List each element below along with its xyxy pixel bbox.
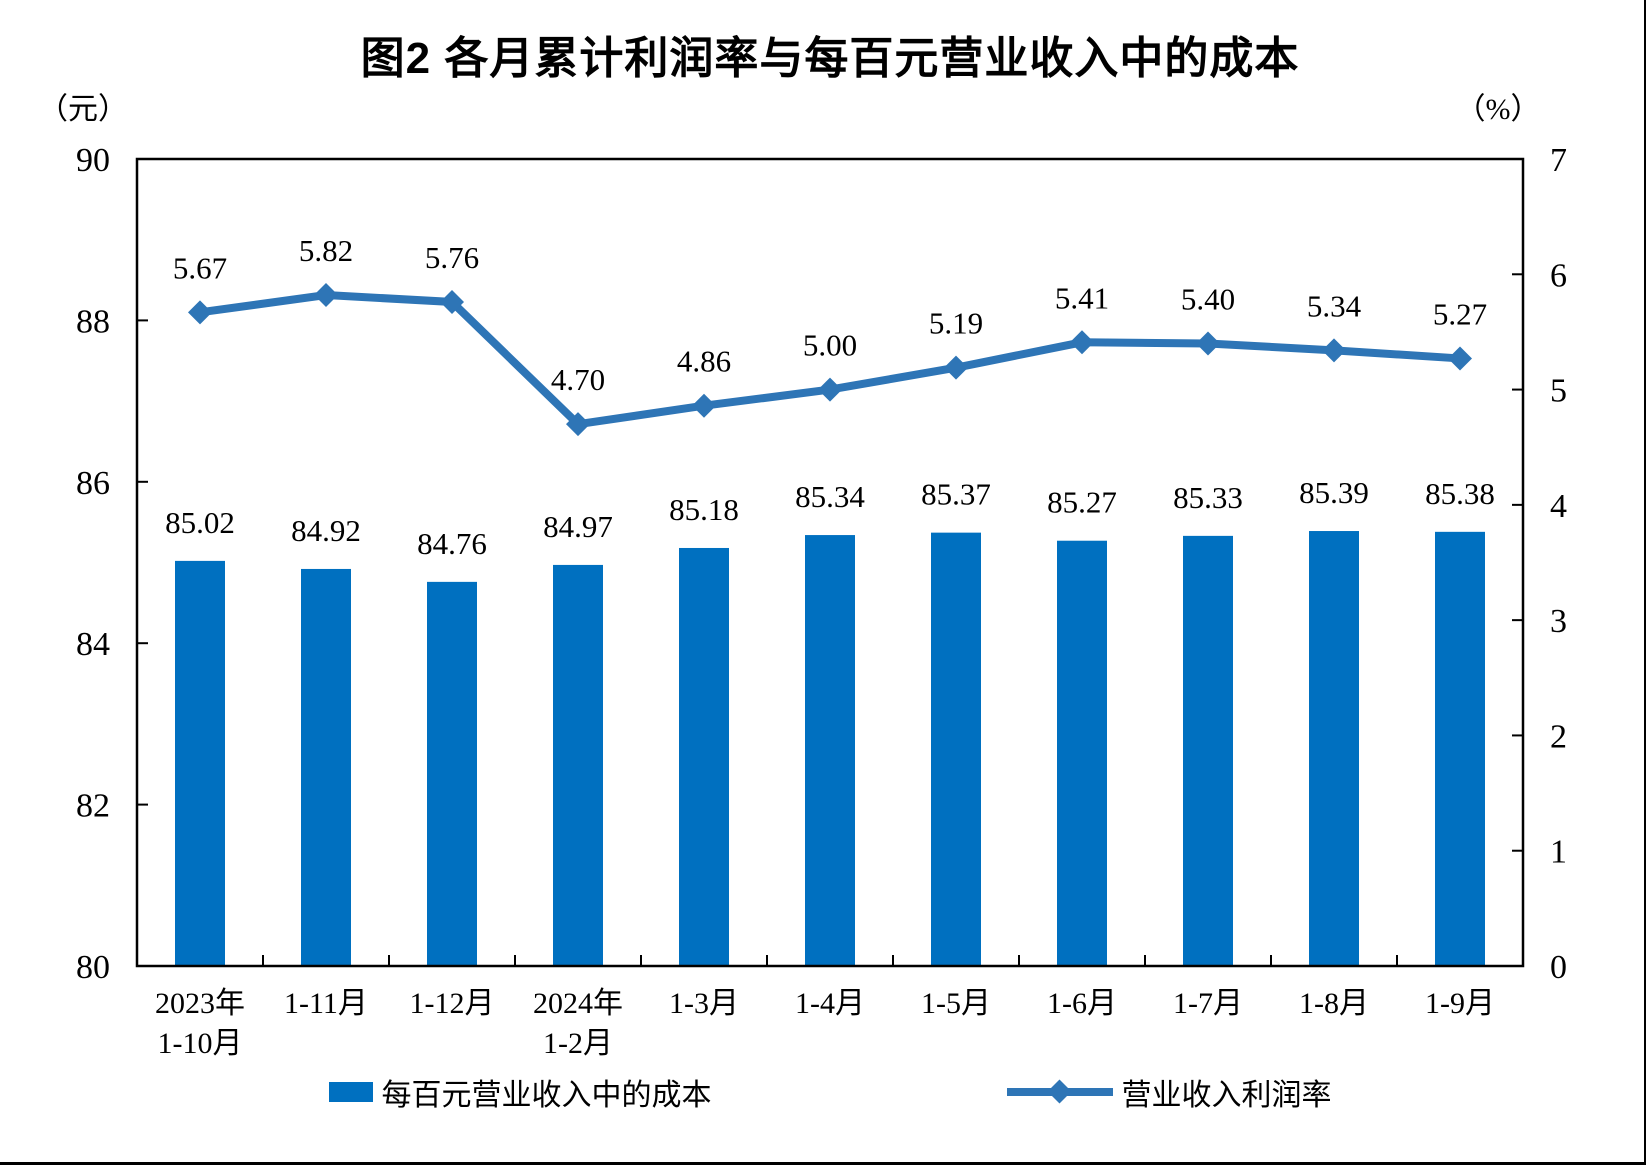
right-axis-tick-label: 4 — [1550, 488, 1567, 525]
diamond-marker — [188, 300, 212, 325]
line-value-label: 5.34 — [1307, 288, 1362, 323]
bar — [931, 532, 981, 966]
right-axis-tick-label: 2 — [1550, 718, 1567, 755]
bar-value-label: 85.34 — [795, 479, 865, 514]
diamond-marker — [692, 393, 716, 418]
bar-value-label: 85.02 — [165, 505, 235, 540]
line-value-label: 5.19 — [929, 306, 983, 341]
legend-label-cost: 每百元营业收入中的成本 — [381, 1079, 712, 1112]
left-axis-tick-label: 82 — [76, 788, 110, 825]
line-value-label: 5.00 — [803, 328, 857, 363]
diamond-marker — [944, 355, 968, 380]
line-value-label: 4.86 — [677, 344, 731, 379]
x-axis-label: 1-7月 — [1173, 987, 1243, 1020]
bar-value-label: 84.97 — [543, 509, 613, 544]
x-axis-label: 1-10月 — [158, 1027, 243, 1060]
diamond-marker — [566, 412, 590, 437]
line-value-label: 5.76 — [425, 240, 479, 275]
x-axis-label: 1-8月 — [1299, 987, 1369, 1020]
x-axis-label: 1-11月 — [284, 987, 368, 1020]
bar-swatch-icon — [328, 1082, 373, 1102]
right-axis-tick-label: 1 — [1550, 834, 1567, 871]
bar-value-label: 85.27 — [1047, 485, 1117, 520]
line-marker-icon — [1006, 1079, 1113, 1104]
x-axis-label: 1-2月 — [543, 1027, 613, 1060]
legend-item-cost-bar: 每百元营业收入中的成本 — [328, 1070, 712, 1114]
right-axis-tick-label: 5 — [1550, 373, 1567, 410]
bar-value-label: 84.92 — [291, 513, 361, 548]
line-value-label: 5.40 — [1181, 281, 1235, 316]
left-axis-tick-label: 86 — [76, 465, 110, 502]
diamond-marker — [1322, 338, 1346, 363]
x-axis-label: 1-5月 — [921, 987, 991, 1020]
left-axis-tick-label: 84 — [76, 626, 110, 663]
x-axis-label: 1-6月 — [1047, 987, 1117, 1020]
right-axis-unit-label: （%） — [1455, 93, 1541, 126]
bar-value-label: 85.39 — [1299, 475, 1369, 510]
right-axis-tick-label: 7 — [1550, 142, 1567, 179]
bar — [1183, 535, 1233, 966]
right-axis-tick-label: 3 — [1550, 603, 1567, 640]
bar — [679, 547, 729, 966]
bar — [805, 535, 855, 966]
bar — [301, 568, 351, 966]
x-axis-label: 2023年 — [155, 987, 245, 1020]
legend-label-profit: 营业收入利润率 — [1121, 1079, 1332, 1112]
plot-border — [135, 157, 1525, 968]
bar — [175, 560, 225, 966]
bar — [1435, 531, 1485, 966]
left-axis-tick-label: 90 — [76, 142, 110, 179]
left-axis-unit-label: （元） — [38, 93, 128, 126]
bar-value-label: 85.37 — [921, 477, 991, 512]
line-value-label: 4.70 — [551, 362, 605, 397]
bar — [1309, 531, 1359, 966]
bar-value-label: 85.18 — [669, 492, 739, 527]
bar — [427, 581, 477, 966]
diamond-marker — [1448, 346, 1472, 371]
line-value-label: 5.27 — [1433, 296, 1487, 331]
diamond-marker — [314, 283, 338, 308]
line-value-label: 5.41 — [1055, 280, 1109, 315]
left-axis-tick-label: 80 — [76, 949, 110, 986]
left-axis-tick-label: 88 — [76, 303, 110, 340]
x-axis-label: 2024年 — [533, 987, 623, 1020]
bar-value-label: 85.33 — [1173, 480, 1243, 515]
chart-title: 图2 各月累计利润率与每百元营业收入中的成本 — [360, 34, 1300, 83]
x-axis-label: 1-12月 — [410, 987, 495, 1020]
legend-item-profit-line: 营业收入利润率 — [1006, 1070, 1332, 1114]
x-axis-label: 1-4月 — [795, 987, 865, 1020]
right-axis-tick-label: 6 — [1550, 257, 1567, 294]
bar — [1057, 540, 1107, 966]
legend: 每百元营业收入中的成本 营业收入利润率 — [137, 1070, 1523, 1114]
bar-value-label: 85.38 — [1425, 476, 1495, 511]
bar — [553, 564, 603, 966]
diamond-marker — [1070, 330, 1094, 355]
diamond-marker — [818, 377, 842, 402]
x-axis-label: 1-3月 — [669, 987, 739, 1020]
line-value-label: 5.82 — [299, 233, 353, 268]
diamond-marker — [440, 289, 464, 314]
diamond-marker-icon — [1046, 1079, 1072, 1104]
x-axis-label: 1-9月 — [1425, 987, 1495, 1020]
bar-value-label: 84.76 — [417, 526, 487, 561]
diamond-marker — [1196, 331, 1220, 356]
right-axis-tick-label: 0 — [1550, 949, 1567, 986]
line-value-label: 5.67 — [173, 250, 227, 285]
